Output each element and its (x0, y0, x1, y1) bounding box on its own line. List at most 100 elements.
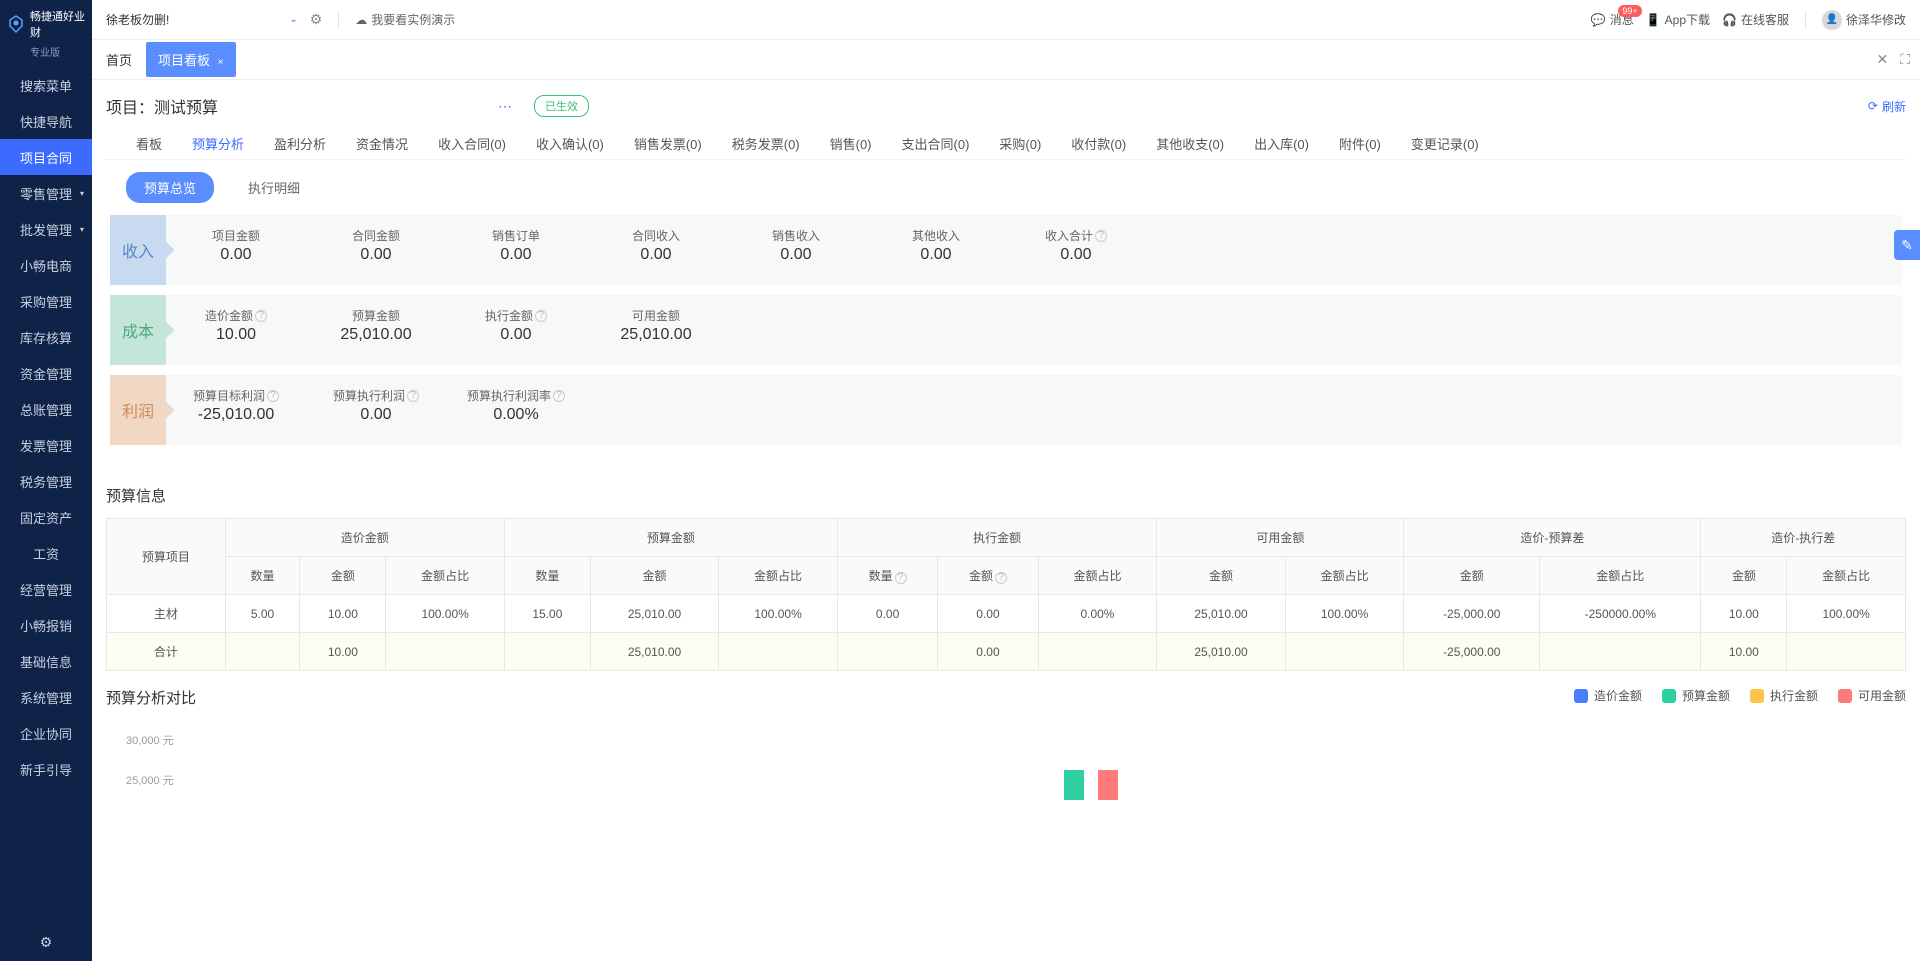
legend-swatch (1838, 689, 1852, 703)
sidebar-item[interactable]: 经营管理 (0, 571, 92, 607)
separator (1805, 11, 1806, 29)
messages-button[interactable]: 💬 消息 99+ (1591, 11, 1634, 28)
subtab[interactable]: 收入确认(0) (536, 134, 604, 153)
subtab[interactable]: 预算分析 (192, 134, 244, 153)
sidebar-item[interactable]: 系统管理 (0, 679, 92, 715)
summary-cell: 项目金额0.00 (186, 227, 286, 273)
subtab[interactable]: 资金情况 (356, 134, 408, 153)
close-icon[interactable]: × (218, 57, 224, 68)
chart: 30,000 元25,000 元 (106, 720, 1906, 800)
close-all-icon[interactable]: ✕ (1876, 51, 1888, 68)
chevron-down-icon: ▾ (80, 225, 84, 234)
project-title: 项目：测试预算 (106, 94, 218, 118)
subtab[interactable]: 采购(0) (999, 134, 1041, 153)
subtab[interactable]: 其他收支(0) (1156, 134, 1224, 153)
table-subheader: 金额占比 (719, 557, 838, 595)
subtab[interactable]: 支出合同(0) (902, 134, 970, 153)
sidebar-item[interactable]: 零售管理▾ (0, 175, 92, 211)
org-name: 徐老板勿删! (106, 11, 169, 28)
y-tick: 25,000 元 (126, 760, 174, 800)
table-subheader: 数量 (225, 557, 300, 595)
subtab[interactable]: 收付款(0) (1071, 134, 1126, 153)
download-label: App下载 (1665, 11, 1710, 28)
summary-row: 收入项目金额0.00合同金额0.00销售订单0.00合同收入0.00销售收入0.… (110, 215, 1902, 285)
sidebar-item[interactable]: 发票管理 (0, 427, 92, 463)
subtab[interactable]: 税务发票(0) (732, 134, 800, 153)
sidebar-item[interactable]: 库存核算 (0, 319, 92, 355)
subtab[interactable]: 附件(0) (1339, 134, 1381, 153)
table-header: 造价-执行差 (1701, 519, 1906, 557)
sidebar-item[interactable]: 采购管理 (0, 283, 92, 319)
help-icon[interactable]: ? (255, 310, 267, 322)
help-icon[interactable]: ? (407, 390, 419, 402)
sidebar-item[interactable]: 企业协同 (0, 715, 92, 751)
fullscreen-icon[interactable]: ⛶ (1900, 51, 1910, 68)
summary-cell: 造价金额?10.00 (186, 307, 286, 353)
table-subheader: 数量? (837, 557, 937, 595)
summary-cell: 合同收入0.00 (606, 227, 706, 273)
tab-home[interactable]: 首页 (106, 46, 132, 73)
sidebar-item[interactable]: 资金管理 (0, 355, 92, 391)
sidebar-item[interactable]: 总账管理 (0, 391, 92, 427)
sidebar-item[interactable]: 批发管理▾ (0, 211, 92, 247)
org-selector[interactable]: 徐老板勿删! ⌄ (106, 11, 298, 28)
sidebar-item[interactable]: 快捷导航 (0, 103, 92, 139)
subtab[interactable]: 销售发票(0) (634, 134, 702, 153)
project-menu-icon[interactable]: ⋯ (498, 98, 514, 115)
sidebar-item[interactable]: 工资 (0, 535, 92, 571)
sidebar-item[interactable]: 税务管理 (0, 463, 92, 499)
table-header: 预算金额 (504, 519, 837, 557)
help-icon[interactable]: ? (535, 310, 547, 322)
chart-bars (174, 720, 1886, 800)
help-icon[interactable]: ? (895, 572, 907, 584)
sidebar-item[interactable]: 项目合同 (0, 139, 92, 175)
pill-tabs: 预算总览 执行明细 (106, 160, 1906, 215)
refresh-button[interactable]: ⟳ 刷新 (1868, 98, 1906, 115)
sidebar-item[interactable]: 搜索菜单 (0, 67, 92, 103)
sidebar-item[interactable]: 新手引导 (0, 751, 92, 787)
user-name: 徐泽华修改 (1846, 11, 1906, 28)
table-subheader: 金额 (590, 557, 718, 595)
sub-tabs: 看板 预算分析 盈利分析 资金情况 收入合同(0) 收入确认(0) 销售发票(0) 税务发票(… (106, 128, 1906, 160)
table-subheader: 金额 (300, 557, 386, 595)
tab-label: 项目看板 (158, 53, 210, 68)
subtab[interactable]: 盈利分析 (274, 134, 326, 153)
table-subheader: 金额 (1157, 557, 1285, 595)
help-icon[interactable]: ? (1095, 230, 1107, 242)
compare-section-title: 预算分析对比 (106, 671, 1574, 720)
subtab[interactable]: 变更记录(0) (1411, 134, 1479, 153)
sidebar-item[interactable]: 基础信息 (0, 643, 92, 679)
subtab[interactable]: 出入库(0) (1254, 134, 1309, 153)
legend-item: 可用金额 (1838, 687, 1906, 704)
help-icon[interactable]: ? (995, 572, 1007, 584)
demo-link[interactable]: ☁ 我要看实例演示 (355, 11, 455, 28)
gear-icon[interactable]: ⚙ (310, 11, 323, 28)
sidebar-item[interactable]: 小畅报销 (0, 607, 92, 643)
subtab[interactable]: 看板 (136, 134, 162, 153)
sidebar-item[interactable]: 固定资产 (0, 499, 92, 535)
download-button[interactable]: 📱 App下载 (1646, 11, 1710, 28)
chevron-down-icon: ▾ (80, 189, 84, 198)
summary-row: 利润预算目标利润?-25,010.00预算执行利润?0.00预算执行利润率?0.… (110, 375, 1902, 445)
subtab[interactable]: 收入合同(0) (438, 134, 506, 153)
avatar-icon: 👤 (1822, 10, 1842, 30)
pill-detail[interactable]: 执行明细 (230, 172, 318, 203)
table-subheader: 金额 (1701, 557, 1787, 595)
sidebar-item[interactable]: 小畅电商 (0, 247, 92, 283)
help-icon[interactable]: ? (553, 390, 565, 402)
service-label: 在线客服 (1741, 11, 1789, 28)
user-menu[interactable]: 👤 徐泽华修改 (1822, 10, 1906, 30)
service-button[interactable]: 🎧 在线客服 (1722, 11, 1789, 28)
summary-tag: 成本 (110, 295, 166, 365)
help-icon[interactable]: ? (267, 390, 279, 402)
settings-icon[interactable]: ⚙ (0, 924, 92, 961)
chart-bar (1064, 770, 1084, 800)
cloud-icon: ☁ (355, 13, 367, 27)
content: 项目：测试预算 ⋯ 已生效 ⟳ 刷新 看板预算分析盈利分析资金情况收入合同(0)… (92, 80, 1920, 961)
subtab[interactable]: 销售(0) (830, 134, 872, 153)
summary-cell: 预算执行利润率?0.00% (466, 387, 566, 433)
float-edit-button[interactable]: ✎ (1894, 230, 1920, 260)
pill-overview[interactable]: 预算总览 (126, 172, 214, 203)
tab-project-board[interactable]: 项目看板 × (146, 42, 235, 77)
chart-legend: 造价金额预算金额执行金额可用金额 (1574, 675, 1906, 716)
